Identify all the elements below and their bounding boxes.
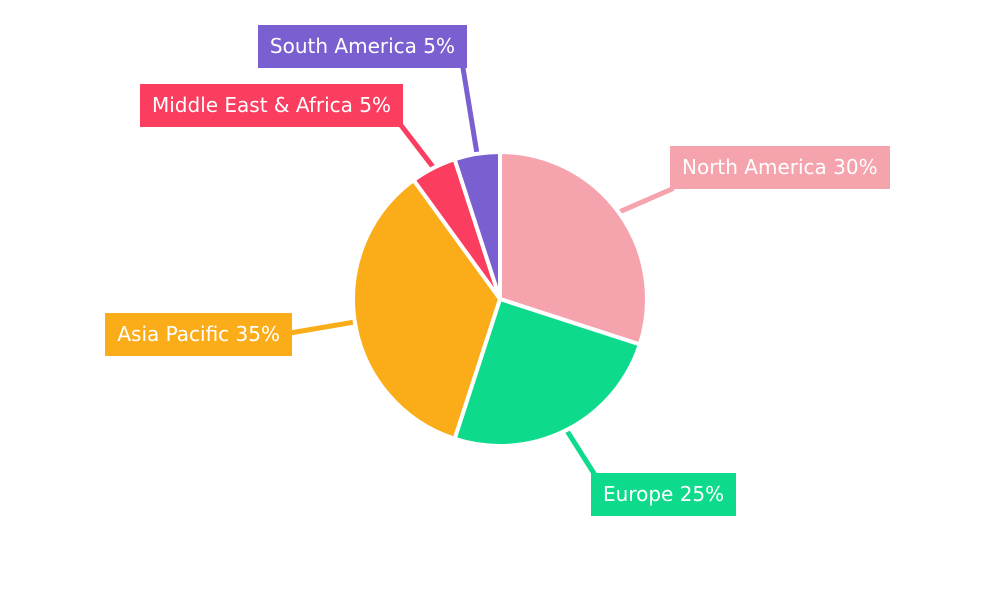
slice-label-south-america: South America 5%: [257, 25, 467, 68]
pie-slice-north-america: [498, 149, 649, 347]
slice-label-asia-pacific: Asia Pacific 35%: [105, 313, 292, 356]
leader-line-asia-pacific: [287, 319, 356, 336]
slice-label-north-america: North America 30%: [670, 146, 890, 189]
pie-slice-asia-pacific: [351, 177, 503, 442]
leader-line-europe: [565, 429, 598, 478]
leader-line-middle-east-africa: [397, 121, 435, 169]
pie-slice-europe: [452, 296, 643, 448]
slice-label-europe: Europe 25%: [591, 473, 737, 516]
leader-line-north-america: [618, 186, 675, 214]
leader-line-south-america: [460, 65, 480, 155]
pie-slice-south-america: [452, 149, 502, 300]
slice-label-middle-east-africa: Middle East & Africa 5%: [139, 84, 403, 127]
